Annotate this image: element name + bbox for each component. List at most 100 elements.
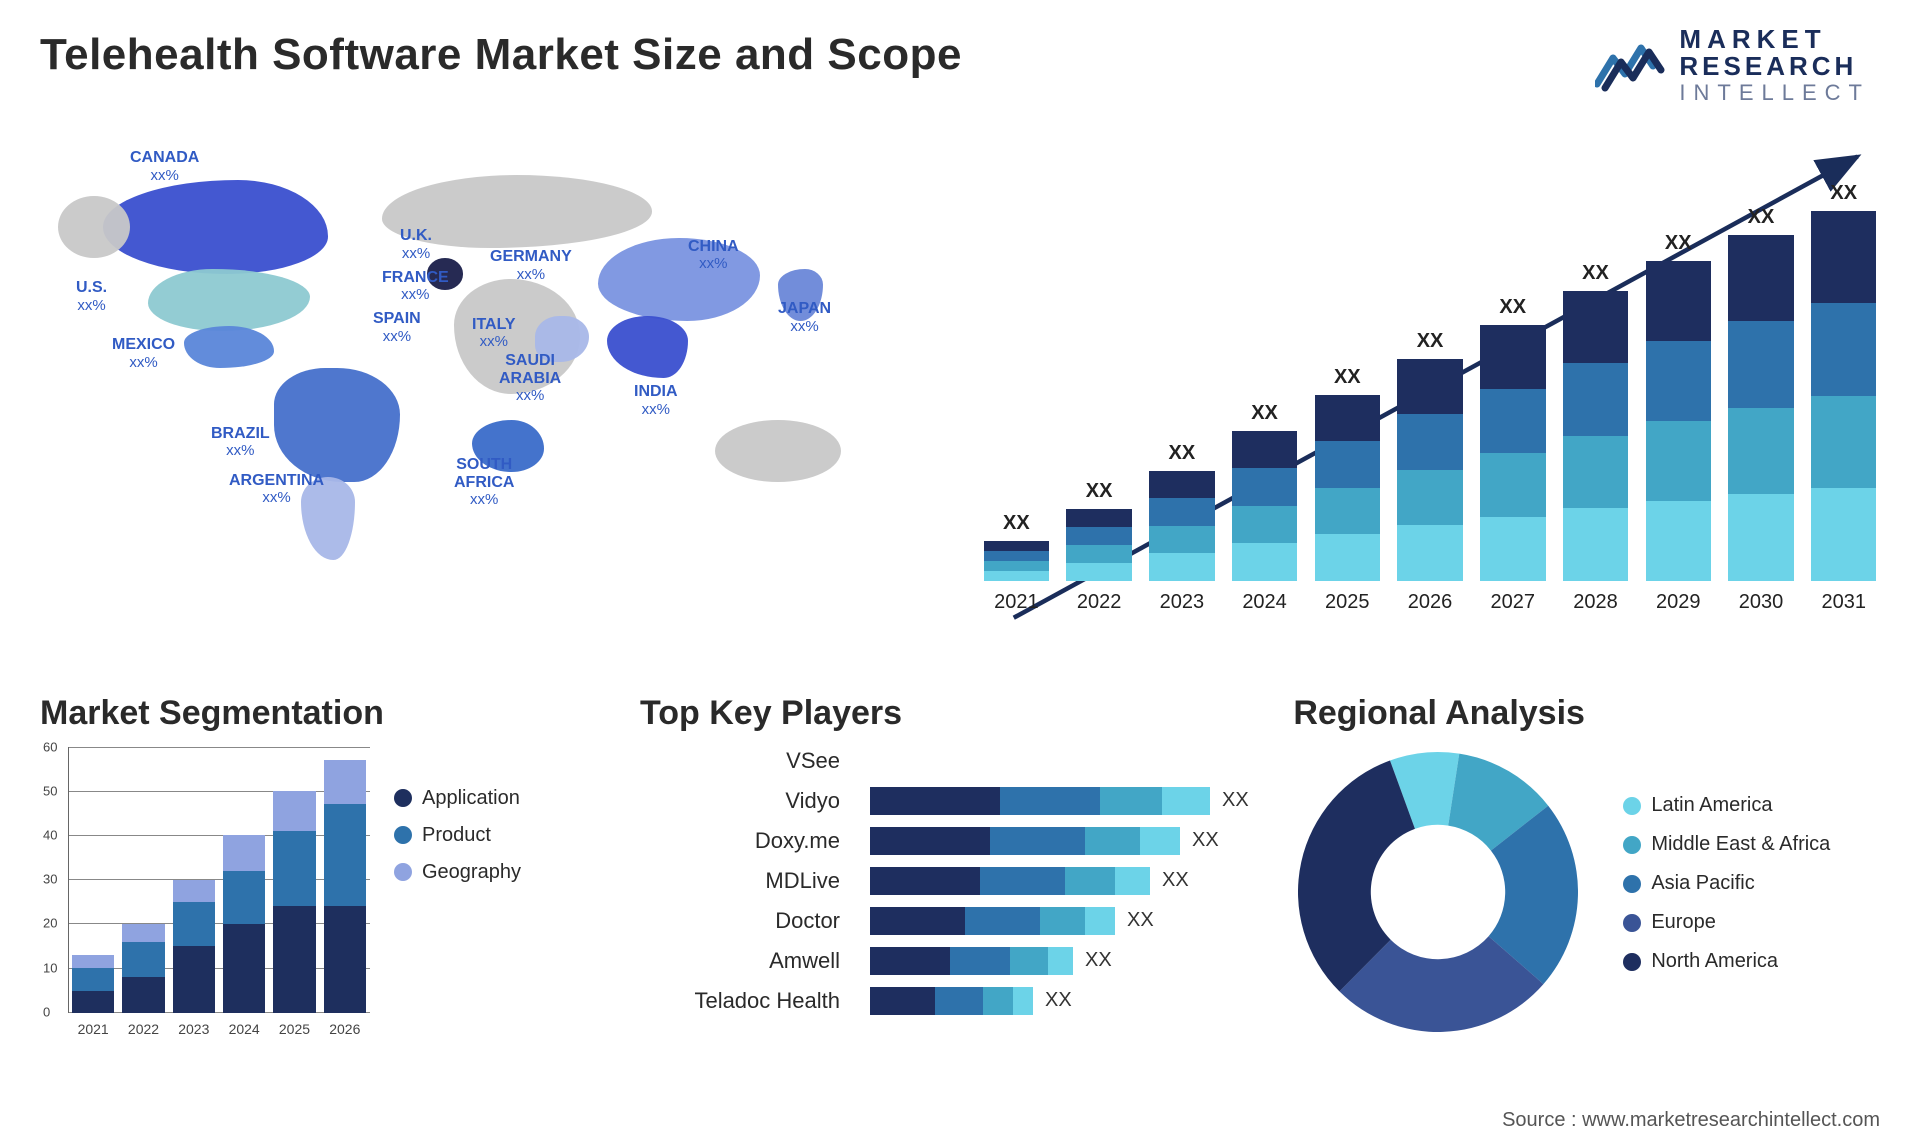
legend-label: Latin America	[1651, 794, 1772, 817]
segmentation-bar-segment	[273, 831, 315, 906]
segmentation-bar-segment	[72, 955, 114, 968]
growth-bar-column: XX2024	[1228, 402, 1301, 614]
segmentation-bar-segment	[223, 835, 265, 870]
key-player-bar-value: XX	[1085, 949, 1112, 972]
growth-bar-year: 2023	[1160, 591, 1205, 614]
growth-bar-year: 2024	[1242, 591, 1287, 614]
segmentation-x-tick: 2026	[320, 1021, 370, 1037]
map-region-shape	[148, 269, 310, 331]
growth-bar-segment	[1563, 291, 1628, 364]
key-player-bar-row	[870, 747, 1253, 775]
logo-text-3: INTELLECT	[1679, 81, 1870, 104]
legend-swatch	[1623, 953, 1641, 971]
segmentation-bar-column	[173, 880, 215, 1013]
legend-item: Latin America	[1623, 794, 1830, 817]
map-country-label: ITALYxx%	[472, 316, 516, 351]
growth-bar-segment	[984, 551, 1049, 561]
growth-bar-column: XX2021	[980, 512, 1053, 614]
legend-label: North America	[1651, 950, 1778, 973]
key-player-bar-segment	[1013, 987, 1033, 1015]
growth-bar-segment	[1066, 563, 1131, 581]
growth-bar-value: XX	[1582, 262, 1609, 285]
key-player-bar-segment	[980, 867, 1065, 895]
legend-label: Middle East & Africa	[1651, 833, 1830, 856]
key-player-name: Amwell	[640, 947, 840, 975]
growth-bar-segment	[1811, 211, 1876, 304]
segmentation-x-tick: 2024	[219, 1021, 269, 1037]
key-player-bar-segment	[983, 987, 1013, 1015]
segmentation-bar-segment	[223, 871, 265, 924]
key-player-bar-segment	[1100, 787, 1162, 815]
map-country-label: SAUDIARABIAxx%	[499, 352, 561, 405]
growth-bar-segment	[1811, 488, 1876, 581]
growth-bar-segment	[1315, 534, 1380, 581]
growth-bar-segment	[1232, 431, 1297, 469]
growth-bar-segment	[1646, 341, 1711, 421]
growth-bar-segment	[984, 541, 1049, 551]
segmentation-bar-column	[273, 791, 315, 1013]
growth-bar-segment	[1563, 363, 1628, 436]
segmentation-y-tick: 30	[43, 872, 57, 887]
legend-label: Application	[422, 787, 520, 810]
growth-bar-segment	[1480, 453, 1545, 517]
key-player-bar-segment	[870, 987, 935, 1015]
growth-bar-value: XX	[1003, 512, 1030, 535]
map-country-label: GERMANYxx%	[490, 248, 572, 283]
legend-label: Product	[422, 824, 491, 847]
growth-bar-segment	[1232, 506, 1297, 544]
key-player-bar-segment	[870, 947, 950, 975]
growth-bar-year: 2026	[1408, 591, 1453, 614]
world-map: CANADAxx%U.S.xx%MEXICOxx%BRAZILxx%ARGENT…	[40, 134, 940, 654]
segmentation-x-tick: 2022	[118, 1021, 168, 1037]
key-player-bar-segment	[1040, 907, 1085, 935]
growth-bar-year: 2030	[1739, 591, 1784, 614]
growth-bar-segment	[1811, 396, 1876, 489]
key-player-bar-segment	[935, 987, 983, 1015]
segmentation-chart: 0102030405060 202120222023202420252026	[40, 747, 370, 1037]
regional-title: Regional Analysis	[1293, 694, 1880, 733]
growth-bar-segment	[1066, 527, 1131, 545]
legend-item: Asia Pacific	[1623, 872, 1830, 895]
growth-bar-chart: XX2021XX2022XX2023XX2024XX2025XX2026XX20…	[980, 134, 1880, 654]
growth-bar-segment	[1563, 436, 1628, 509]
key-player-bar-segment	[870, 827, 990, 855]
growth-bar-year: 2029	[1656, 591, 1701, 614]
segmentation-bar-segment	[324, 804, 366, 906]
map-country-label: MEXICOxx%	[112, 336, 175, 371]
key-player-name: Teladoc Health	[640, 987, 840, 1015]
logo-text-2: RESEARCH	[1679, 53, 1870, 80]
legend-swatch	[394, 863, 412, 881]
legend-swatch	[394, 826, 412, 844]
growth-bar-year: 2025	[1325, 591, 1370, 614]
map-country-label: SPAINxx%	[373, 310, 421, 345]
growth-bar-segment	[1397, 414, 1462, 470]
key-players-panel: Top Key Players VSeeVidyoDoxy.meMDLiveDo…	[640, 694, 1253, 1037]
map-region-shape	[184, 326, 274, 368]
legend-item: Europe	[1623, 911, 1830, 934]
growth-bar-column: XX2026	[1394, 330, 1467, 614]
growth-bar-segment	[1315, 395, 1380, 442]
growth-bar-value: XX	[1168, 442, 1195, 465]
growth-bar-segment	[1397, 470, 1462, 526]
growth-bar-segment	[1646, 501, 1711, 581]
segmentation-y-tick: 40	[43, 828, 57, 843]
growth-bar-segment	[1315, 488, 1380, 535]
key-player-bar-row: XX	[870, 947, 1253, 975]
growth-bar-segment	[984, 561, 1049, 571]
key-player-bar-row: XX	[870, 827, 1253, 855]
segmentation-panel: Market Segmentation 0102030405060 202120…	[40, 694, 600, 1037]
legend-item: Application	[394, 787, 521, 810]
growth-bar-segment	[1315, 441, 1380, 488]
growth-bar-segment	[1149, 471, 1214, 499]
source-attribution: Source : www.marketresearchintellect.com	[1502, 1109, 1880, 1132]
growth-bar-column: XX 2023	[1145, 442, 1218, 614]
map-country-label: U.K.xx%	[400, 227, 432, 262]
key-player-bar-value: XX	[1127, 909, 1154, 932]
growth-bar-year: 2027	[1491, 591, 1536, 614]
key-player-bar-segment	[990, 827, 1085, 855]
logo-icon	[1595, 38, 1665, 92]
growth-bar-segment	[1066, 545, 1131, 563]
growth-bar-segment	[1149, 526, 1214, 554]
growth-bar-segment	[1232, 543, 1297, 581]
key-player-bar-segment	[950, 947, 1010, 975]
